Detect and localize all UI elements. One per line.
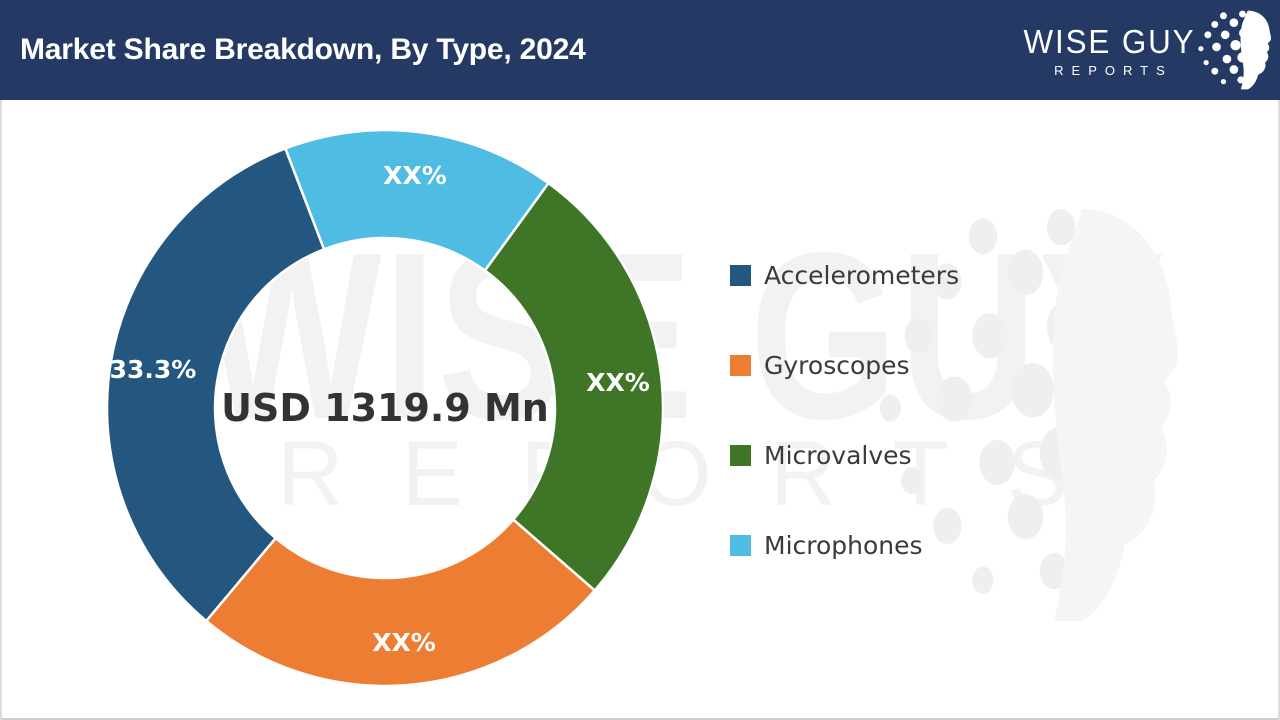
legend-label: Accelerometers <box>764 260 960 290</box>
legend-item-gyroscopes[interactable]: Gyroscopes <box>730 348 959 382</box>
pie-slice-gyroscopes[interactable] <box>205 518 597 688</box>
donut-chart: 33.3% XX% XX% XX% USD 1319.9 Mn <box>105 128 665 688</box>
logo-brand-label: WISE GUY <box>1023 22 1196 60</box>
wiseguy-logo: WISE GUY REPORTS <box>1019 0 1272 100</box>
page-title: Market Share Breakdown, By Type, 2024 <box>20 33 586 66</box>
chart-legend: Accelerometers Gyroscopes Microvalves Mi… <box>730 258 959 618</box>
legend-swatch-microphones <box>730 534 751 556</box>
legend-label: Gyroscopes <box>764 350 910 380</box>
logo-tagline-label: REPORTS <box>1054 62 1173 78</box>
legend-item-microvalves[interactable]: Microvalves <box>730 438 959 472</box>
logo-text: WISE GUY REPORTS <box>1019 23 1200 78</box>
pie-slice-microphones[interactable] <box>284 128 550 272</box>
legend-item-microphones[interactable]: Microphones <box>730 528 959 562</box>
chart-area: WISE GUY REPORTS <box>0 100 1280 720</box>
legend-swatch-gyroscopes <box>730 354 751 376</box>
pie-slice-microvalves[interactable] <box>483 181 665 592</box>
legend-label: Microphones <box>764 530 923 560</box>
slice-label-gyroscopes: XX% <box>372 628 436 657</box>
legend-item-accelerometers[interactable]: Accelerometers <box>730 258 959 292</box>
header-bar: Market Share Breakdown, By Type, 2024 WI… <box>0 0 1280 100</box>
pie-slice-accelerometers[interactable] <box>105 147 326 623</box>
slice-label-microphones: XX% <box>383 161 447 190</box>
face-profile-icon <box>1198 10 1272 90</box>
slice-label-accelerometers: 33.3% <box>110 355 197 384</box>
slice-label-microvalves: XX% <box>586 368 650 397</box>
legend-swatch-microvalves <box>730 444 751 466</box>
legend-label: Microvalves <box>764 440 912 470</box>
watermark-face-icon <box>879 209 1178 621</box>
legend-swatch-accelerometers <box>730 264 751 286</box>
watermark-reports-text: REPORTS <box>277 423 1127 525</box>
center-value-label: USD 1319.9 Mn <box>221 386 549 430</box>
